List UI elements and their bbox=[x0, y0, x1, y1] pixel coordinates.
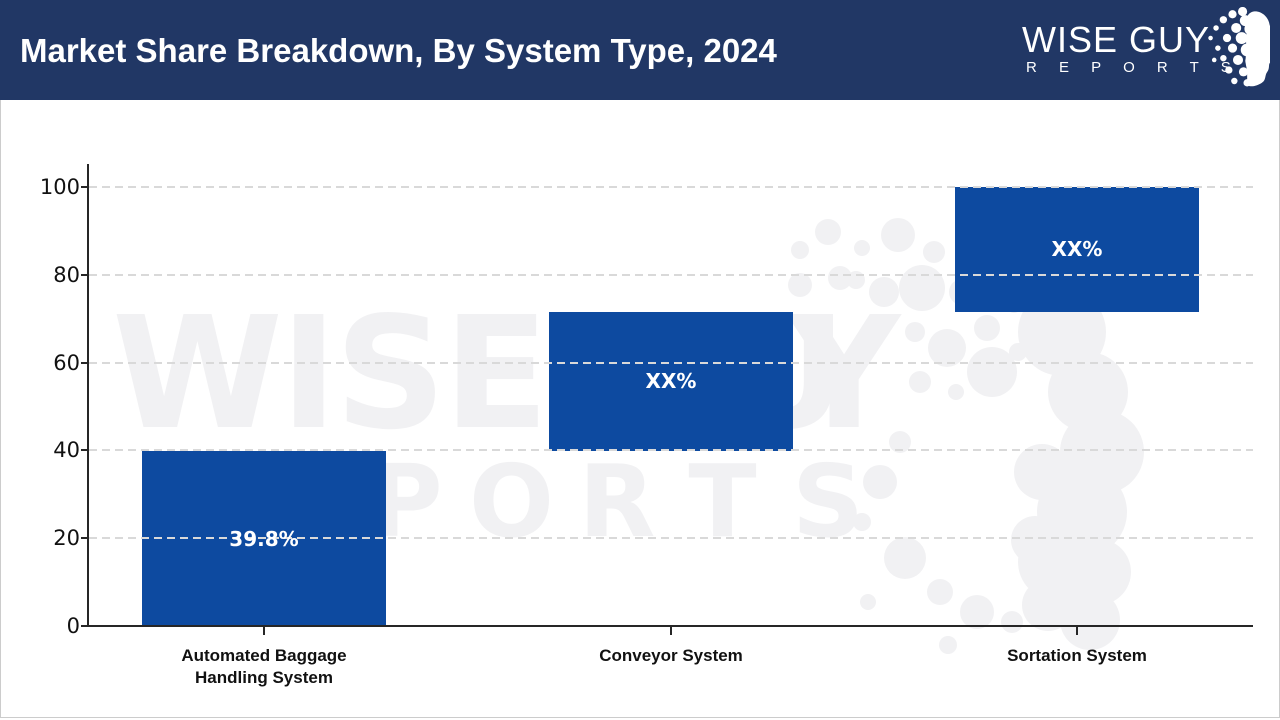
watermark-dot bbox=[788, 273, 812, 297]
page-border-bottom bbox=[0, 717, 1280, 718]
gridline bbox=[89, 449, 1253, 452]
y-tick-mark bbox=[81, 361, 88, 364]
bar bbox=[549, 311, 793, 452]
chart-area: WISE GUYREPORTS02040608010039.8%Automate… bbox=[0, 100, 1280, 717]
watermark-dot bbox=[854, 240, 870, 256]
y-tick-mark bbox=[81, 273, 88, 276]
y-tick-label: 0 bbox=[66, 614, 80, 638]
page-title: Market Share Breakdown, By System Type, … bbox=[20, 32, 777, 69]
watermark-dot bbox=[1022, 579, 1074, 631]
gridline bbox=[89, 273, 1253, 276]
watermark-dot bbox=[927, 579, 953, 605]
y-tick-mark bbox=[81, 537, 88, 540]
watermark-dot bbox=[923, 241, 945, 263]
header: Market Share Breakdown, By System Type, … bbox=[0, 0, 1280, 100]
watermark-text: Y bbox=[788, 283, 900, 464]
logo-face-icon bbox=[1208, 7, 1270, 87]
watermark-dot bbox=[905, 322, 925, 342]
bar-value-label: 39.8% bbox=[229, 526, 299, 551]
watermark-dot bbox=[828, 266, 852, 290]
y-axis-spine bbox=[87, 164, 89, 627]
category-label: Automated Baggage Handling System bbox=[181, 646, 347, 687]
logo-wordmark: WISE GUY bbox=[1022, 19, 1211, 60]
watermark-letter: R bbox=[578, 443, 656, 560]
gridline bbox=[89, 537, 1253, 540]
watermark-dot bbox=[884, 537, 926, 579]
gridline bbox=[89, 361, 1253, 364]
category-label: Sortation System bbox=[1007, 646, 1147, 665]
watermark-dot bbox=[853, 513, 871, 531]
y-tick-mark bbox=[81, 625, 88, 627]
y-tick-label: 60 bbox=[53, 350, 80, 375]
category-label: Conveyor System bbox=[599, 646, 743, 665]
watermark-dot bbox=[1011, 516, 1059, 564]
page-border-left bbox=[0, 100, 1, 718]
y-tick-label: 40 bbox=[53, 438, 80, 463]
watermark-dot bbox=[967, 347, 1017, 397]
watermark-letter: S bbox=[791, 443, 865, 560]
watermark-dot bbox=[1001, 611, 1023, 633]
y-tick-label: 20 bbox=[53, 526, 80, 551]
logo: WISE GUY R E P O R T S bbox=[1022, 4, 1272, 96]
watermark-dot bbox=[1014, 444, 1070, 500]
watermark-letter: T bbox=[688, 443, 757, 560]
watermark-dot bbox=[815, 219, 841, 245]
x-tick-mark bbox=[1076, 627, 1078, 635]
logo-subtext: R E P O R T S bbox=[1026, 59, 1240, 76]
watermark-dot bbox=[948, 384, 964, 400]
y-tick-mark bbox=[81, 186, 88, 188]
x-tick-mark bbox=[670, 627, 672, 635]
watermark-dot bbox=[939, 636, 957, 654]
watermark-dot bbox=[869, 283, 887, 301]
y-tick-label: 100 bbox=[39, 175, 80, 199]
y-tick-mark bbox=[81, 449, 88, 452]
watermark-dot bbox=[881, 218, 915, 252]
y-tick-label: 80 bbox=[53, 262, 80, 287]
bar-value-label: XX% bbox=[1051, 237, 1103, 262]
watermark-dot bbox=[889, 431, 911, 453]
watermark-dot bbox=[909, 371, 931, 393]
watermark-dot bbox=[974, 315, 1000, 341]
watermark-dot bbox=[860, 594, 876, 610]
watermark-dot bbox=[960, 595, 994, 629]
watermark-letter: O bbox=[468, 443, 555, 560]
bar-value-label: XX% bbox=[645, 369, 697, 394]
watermark-dot bbox=[899, 265, 945, 311]
watermark-dot bbox=[863, 465, 897, 499]
watermark-dot bbox=[928, 329, 966, 367]
gridline bbox=[89, 186, 1253, 188]
bar bbox=[955, 187, 1199, 312]
x-axis-spine bbox=[87, 625, 1253, 627]
watermark-dot bbox=[791, 241, 809, 259]
x-tick-mark bbox=[263, 627, 265, 635]
